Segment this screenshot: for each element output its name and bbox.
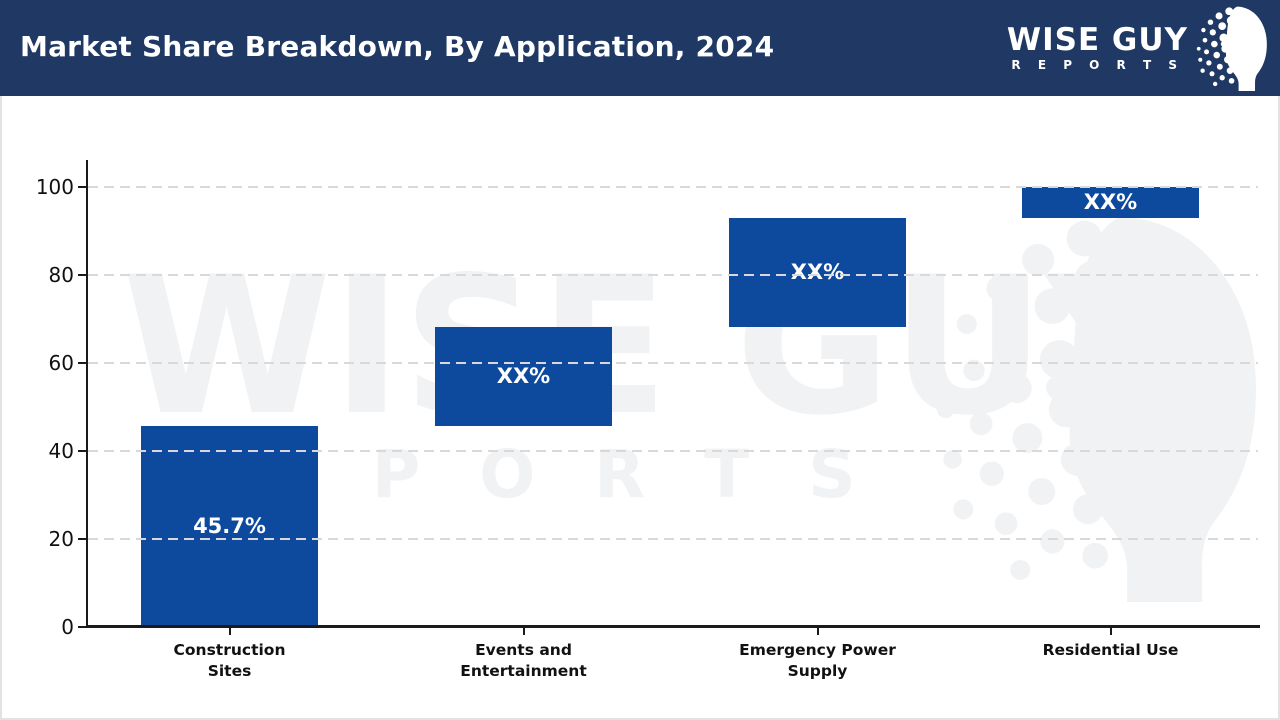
bar-segment: XX% <box>435 326 612 426</box>
logo-face-icon <box>1190 5 1270 91</box>
gridline <box>88 450 1258 452</box>
x-axis-line <box>86 625 1260 628</box>
logo-wordmark: WISE GUY <box>1006 21 1188 58</box>
bar-segment: XX% <box>729 217 906 327</box>
y-axis-tick <box>78 362 87 364</box>
bar-value-label: XX% <box>1083 189 1138 214</box>
x-axis-category-label: Events and Entertainment <box>460 641 587 680</box>
y-axis-line <box>86 160 88 627</box>
y-axis-tick <box>78 626 87 628</box>
bar-segment: XX% <box>1022 187 1199 218</box>
y-axis-tick <box>78 538 87 540</box>
x-axis-category-label: Residential Use <box>1042 641 1179 659</box>
gridline <box>88 274 1258 276</box>
gridline <box>88 362 1258 364</box>
bar-segment: 45.7% <box>141 425 318 627</box>
y-axis-tick-label: 0 <box>61 615 74 639</box>
x-axis-tick <box>228 628 231 635</box>
y-axis-tick <box>78 274 87 276</box>
y-axis-tick-label: 60 <box>48 351 74 375</box>
y-axis-tick-label: 80 <box>48 263 74 287</box>
page-title: Market Share Breakdown, By Application, … <box>20 30 775 64</box>
logo-text: WISE GUY R E P O R T S <box>1007 24 1188 73</box>
y-axis-tick-label: 20 <box>48 527 74 551</box>
bar-value-label: XX% <box>496 363 551 388</box>
y-axis-tick-label: 40 <box>48 439 74 463</box>
y-axis-tick <box>78 186 87 188</box>
wise-guy-logo: WISE GUY R E P O R T S <box>1007 4 1270 92</box>
bar-value-label: XX% <box>790 259 845 284</box>
x-axis-category-label: Emergency Power Supply <box>739 641 896 680</box>
x-axis-tick <box>816 628 819 635</box>
logo-subtext: R E P O R T S <box>1011 58 1184 73</box>
y-axis-tick <box>78 450 87 452</box>
header-bar: Market Share Breakdown, By Application, … <box>0 0 1280 96</box>
gridline <box>88 538 1258 540</box>
x-axis-category-label: Construction Sites <box>173 641 286 680</box>
x-axis-tick <box>522 628 525 635</box>
x-axis-tick <box>1109 628 1112 635</box>
gridline <box>88 186 1258 188</box>
bar-value-label: 45.7% <box>193 513 266 538</box>
y-axis-tick-label: 100 <box>35 175 74 199</box>
